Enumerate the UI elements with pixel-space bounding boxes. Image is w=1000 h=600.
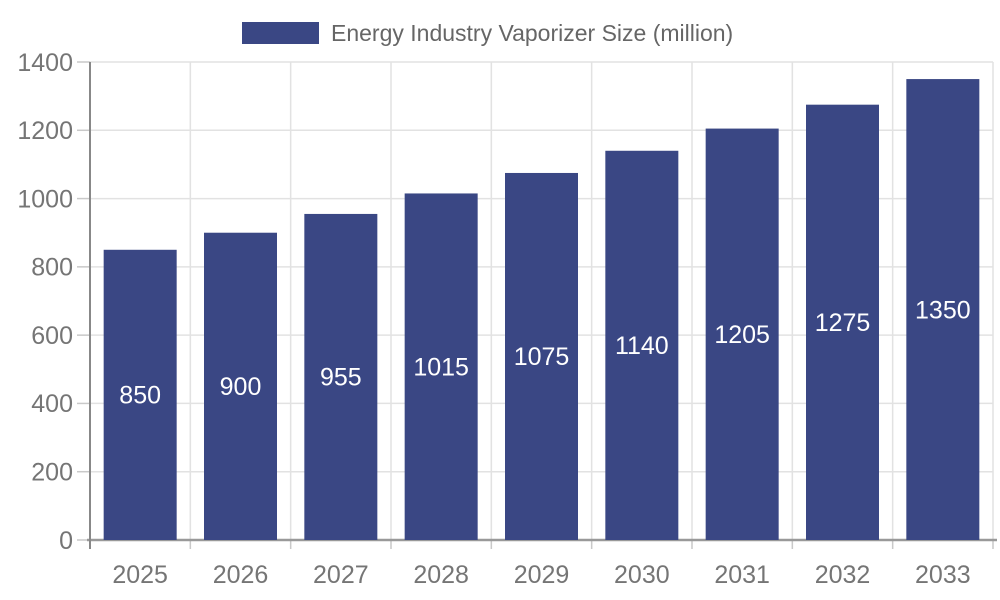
bar-value-label: 850 bbox=[119, 382, 161, 410]
y-tick-label: 800 bbox=[31, 254, 73, 282]
x-tick-label: 2030 bbox=[614, 561, 670, 589]
bar-2028[interactable] bbox=[404, 193, 478, 540]
bar-2031[interactable] bbox=[705, 128, 779, 541]
x-tick-label: 2033 bbox=[915, 561, 971, 589]
legend-swatch bbox=[242, 22, 319, 44]
y-tick-label: 1400 bbox=[17, 49, 73, 77]
bar-value-label: 955 bbox=[320, 364, 362, 392]
y-tick-label: 1000 bbox=[17, 185, 73, 213]
bar-2029[interactable] bbox=[505, 172, 578, 540]
x-tick-label: 2027 bbox=[313, 561, 369, 589]
x-tick-label: 2029 bbox=[514, 561, 570, 589]
x-tick-label: 2026 bbox=[213, 561, 269, 589]
bar-2026[interactable] bbox=[204, 232, 277, 540]
bar-value-label: 1015 bbox=[413, 353, 469, 381]
bar-2027[interactable] bbox=[304, 213, 378, 540]
y-tick-label: 1200 bbox=[17, 117, 73, 145]
bar-value-label: 1205 bbox=[714, 321, 770, 349]
bar-2025[interactable] bbox=[103, 249, 177, 541]
y-tick-label: 400 bbox=[31, 390, 73, 418]
x-tick-label: 2025 bbox=[112, 561, 168, 589]
x-tick-label: 2031 bbox=[714, 561, 770, 589]
bar-value-label: 900 bbox=[220, 373, 262, 401]
y-tick-label: 600 bbox=[31, 322, 73, 350]
bar-value-label: 1275 bbox=[815, 309, 871, 337]
bar-value-label: 1140 bbox=[615, 332, 669, 360]
x-tick-label: 2032 bbox=[815, 561, 871, 589]
bar-value-label: 1075 bbox=[514, 343, 570, 371]
y-tick-label: 0 bbox=[59, 527, 73, 555]
bar-2032[interactable] bbox=[806, 104, 879, 540]
bar-2030[interactable] bbox=[605, 150, 679, 540]
y-tick-label: 200 bbox=[31, 458, 73, 486]
bar-2033[interactable] bbox=[906, 79, 980, 541]
legend-label: Energy Industry Vaporizer Size (million) bbox=[331, 20, 734, 46]
x-tick-label: 2028 bbox=[413, 561, 469, 589]
legend[interactable]: Energy Industry Vaporizer Size (million) bbox=[242, 20, 734, 46]
bar-value-label: 1350 bbox=[915, 296, 971, 324]
